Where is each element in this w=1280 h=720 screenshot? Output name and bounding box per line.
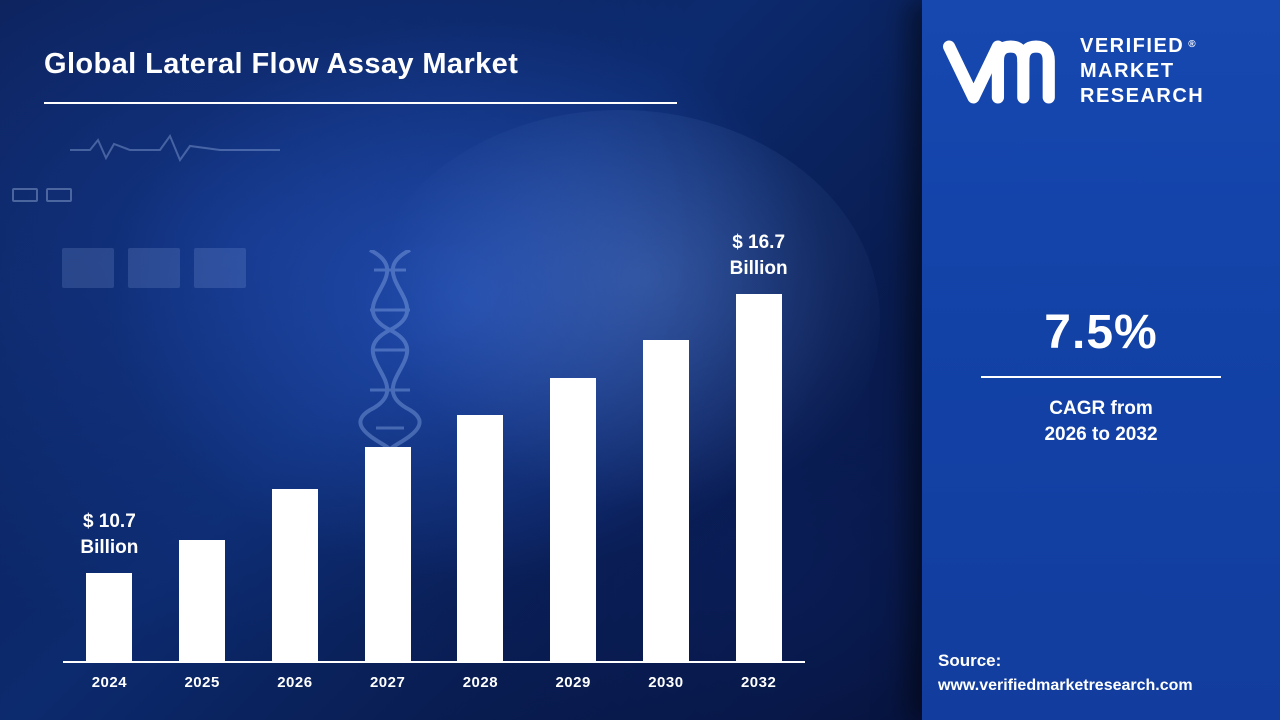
background-ecg-line-decoration — [70, 132, 280, 162]
bar-2025 — [179, 540, 225, 661]
registered-trademark: ® — [1188, 39, 1195, 50]
bar-2026 — [272, 489, 318, 661]
chart-area-background: Global Lateral Flow Assay Market $ 10.7B… — [0, 0, 922, 720]
x-axis-label-2024: 2024 — [92, 674, 127, 691]
cagr-caption-line1: CAGR from — [922, 396, 1280, 422]
bar-2032 — [736, 294, 782, 661]
title-underline — [44, 102, 677, 104]
bar-chart: $ 10.7Billion2024 2025 2026 2027 2028 2029 203… — [63, 240, 805, 663]
bar-column-2027: 2027 — [365, 240, 411, 661]
page-title: Global Lateral Flow Assay Market — [44, 48, 518, 81]
cagr-value: 7.5% — [922, 305, 1280, 360]
bar-2027 — [365, 447, 411, 661]
infographic: Global Lateral Flow Assay Market $ 10.7B… — [0, 0, 1280, 720]
bar-2024 — [86, 573, 132, 661]
x-axis-label-2032: 2032 — [741, 674, 776, 691]
x-axis-label-2025: 2025 — [184, 674, 219, 691]
bar-value-label-2032: $ 16.7Billion — [684, 230, 834, 282]
x-axis-label-2030: 2030 — [648, 674, 683, 691]
bar-column-2032: $ 16.7Billion2032 — [736, 240, 782, 661]
cagr-caption-line2: 2026 to 2032 — [922, 422, 1280, 448]
background-ui-icons-decoration — [12, 188, 72, 202]
bar-column-2030: 2030 — [643, 240, 689, 661]
cagr-underline — [981, 376, 1221, 378]
brand-name: VERIFIED ® MARKET RESEARCH — [1080, 34, 1204, 109]
source-label: Source: — [938, 648, 1268, 674]
source-url[interactable]: www.verifiedmarketresearch.com — [938, 674, 1268, 698]
bar-2030 — [643, 340, 689, 661]
x-axis-label-2026: 2026 — [277, 674, 312, 691]
bar-column-2024: $ 10.7Billion2024 — [86, 240, 132, 661]
cagr-block: 7.5% CAGR from 2026 to 2032 — [922, 305, 1280, 448]
bar-column-2026: 2026 — [272, 240, 318, 661]
bar-value-label-2024: $ 10.7Billion — [34, 509, 184, 561]
bar-column-2028: 2028 — [457, 240, 503, 661]
brand-logo: VERIFIED ® MARKET RESEARCH — [942, 34, 1204, 109]
x-axis-label-2027: 2027 — [370, 674, 405, 691]
bar-2028 — [457, 415, 503, 661]
bar-column-2029: 2029 — [550, 240, 596, 661]
bar-2029 — [550, 378, 596, 661]
x-axis-label-2028: 2028 — [463, 674, 498, 691]
brand-line-market: MARKET — [1080, 59, 1204, 84]
info-panel: VERIFIED ® MARKET RESEARCH 7.5% CAGR from… — [922, 0, 1280, 720]
brand-line-verified: VERIFIED — [1080, 35, 1184, 57]
bar-column-2025: 2025 — [179, 240, 225, 661]
brand-line-research: RESEARCH — [1080, 84, 1204, 109]
source-block: Source: www.verifiedmarketresearch.com — [938, 648, 1268, 698]
x-axis-label-2029: 2029 — [555, 674, 590, 691]
vm-logo-icon — [942, 35, 1064, 109]
